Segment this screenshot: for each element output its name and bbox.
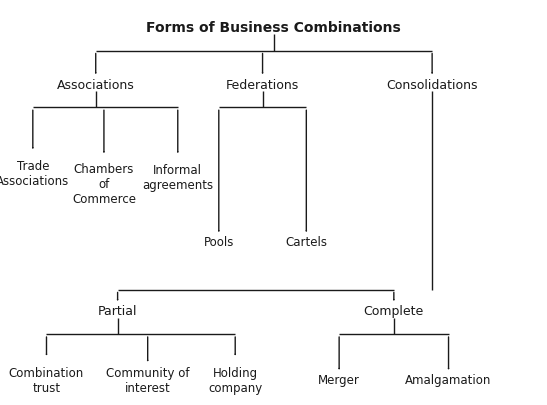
Text: Amalgamation: Amalgamation [405,374,492,387]
Text: Federations: Federations [226,79,299,92]
Text: Community of
interest: Community of interest [106,367,189,395]
Text: Pools: Pools [203,237,234,249]
Text: Forms of Business Combinations: Forms of Business Combinations [146,21,401,35]
Text: Holding
company: Holding company [208,367,263,395]
Text: Chambers
of
Commerce: Chambers of Commerce [72,163,136,206]
Text: Merger: Merger [318,374,360,387]
Text: Complete: Complete [364,305,424,318]
Text: Trade
Associations: Trade Associations [0,160,69,188]
Text: Consolidations: Consolidations [386,79,478,92]
Text: Informal
agreements: Informal agreements [142,164,213,192]
Text: Associations: Associations [57,79,135,92]
Text: Partial: Partial [98,305,137,318]
Text: Combination
trust: Combination trust [9,367,84,395]
Text: Cartels: Cartels [286,237,327,249]
